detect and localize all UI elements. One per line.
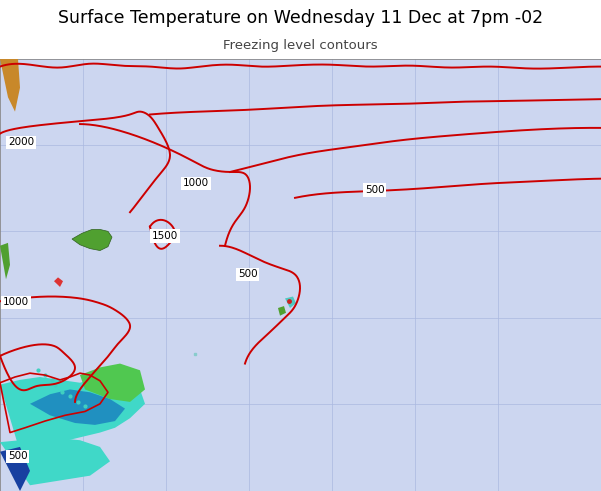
Polygon shape [0, 243, 10, 279]
Polygon shape [0, 59, 20, 111]
Text: Surface Temperature on Wednesday 11 Dec at 7pm -02: Surface Temperature on Wednesday 11 Dec … [58, 9, 543, 27]
Polygon shape [72, 229, 112, 250]
Polygon shape [285, 297, 296, 308]
Polygon shape [30, 389, 125, 425]
Text: 500: 500 [365, 185, 385, 195]
Polygon shape [80, 363, 145, 402]
Polygon shape [278, 306, 286, 316]
Polygon shape [54, 277, 63, 287]
Polygon shape [0, 437, 110, 485]
Text: 1000: 1000 [3, 297, 29, 307]
Polygon shape [0, 370, 145, 452]
Polygon shape [0, 447, 30, 491]
Text: 2000: 2000 [8, 137, 34, 147]
Text: 500: 500 [238, 270, 258, 279]
Text: 1000: 1000 [183, 178, 209, 189]
Text: 1500: 1500 [152, 231, 178, 241]
Text: Freezing level contours: Freezing level contours [223, 39, 378, 53]
Text: 500: 500 [8, 451, 28, 462]
